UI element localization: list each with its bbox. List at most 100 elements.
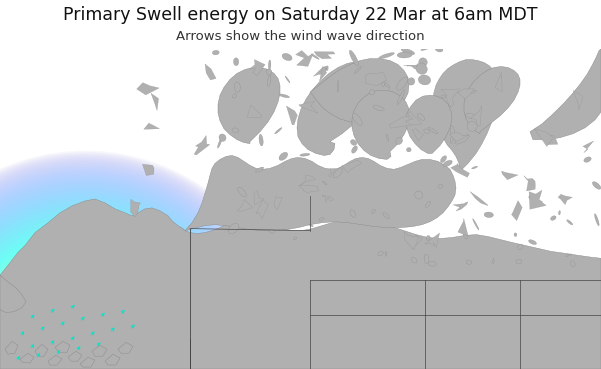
Ellipse shape <box>418 75 431 85</box>
Ellipse shape <box>416 63 427 74</box>
Ellipse shape <box>429 261 436 266</box>
Polygon shape <box>406 95 452 154</box>
Polygon shape <box>286 106 297 125</box>
Polygon shape <box>297 62 384 155</box>
Polygon shape <box>0 199 601 369</box>
Ellipse shape <box>411 257 417 263</box>
Polygon shape <box>92 345 107 356</box>
Ellipse shape <box>441 156 447 163</box>
Ellipse shape <box>311 54 319 59</box>
Polygon shape <box>313 66 328 76</box>
Polygon shape <box>412 129 424 141</box>
Ellipse shape <box>397 77 407 90</box>
Polygon shape <box>322 195 334 202</box>
Ellipse shape <box>337 80 338 92</box>
Polygon shape <box>218 68 280 144</box>
Ellipse shape <box>353 114 362 125</box>
Ellipse shape <box>267 75 271 86</box>
Ellipse shape <box>514 233 517 237</box>
Polygon shape <box>151 93 159 110</box>
Polygon shape <box>247 105 262 117</box>
Ellipse shape <box>441 95 446 98</box>
Text: Primary Swell energy on Saturday 22 Mar at 6am MDT: Primary Swell energy on Saturday 22 Mar … <box>63 6 538 24</box>
Polygon shape <box>389 116 411 128</box>
Ellipse shape <box>293 237 297 240</box>
Ellipse shape <box>438 184 442 188</box>
Polygon shape <box>105 354 120 365</box>
Polygon shape <box>404 232 418 250</box>
Ellipse shape <box>551 216 556 220</box>
Ellipse shape <box>373 106 384 111</box>
Ellipse shape <box>319 217 324 221</box>
Ellipse shape <box>350 210 356 217</box>
Polygon shape <box>320 66 327 81</box>
Ellipse shape <box>435 46 443 52</box>
Ellipse shape <box>232 128 239 132</box>
Ellipse shape <box>349 50 359 66</box>
Ellipse shape <box>397 52 412 58</box>
Polygon shape <box>237 200 253 211</box>
Polygon shape <box>502 171 518 180</box>
Ellipse shape <box>285 76 290 83</box>
Polygon shape <box>205 64 216 80</box>
Ellipse shape <box>300 154 310 156</box>
Polygon shape <box>20 353 34 363</box>
Ellipse shape <box>255 113 258 115</box>
Ellipse shape <box>396 137 403 145</box>
Ellipse shape <box>516 259 522 264</box>
Polygon shape <box>471 106 481 126</box>
Polygon shape <box>310 59 409 123</box>
Polygon shape <box>144 123 159 129</box>
Ellipse shape <box>406 148 411 152</box>
Polygon shape <box>274 197 282 210</box>
Ellipse shape <box>455 135 469 144</box>
Polygon shape <box>523 176 535 191</box>
Polygon shape <box>573 90 582 110</box>
Ellipse shape <box>401 48 415 55</box>
Polygon shape <box>534 129 554 146</box>
Ellipse shape <box>528 240 537 245</box>
Polygon shape <box>130 199 141 217</box>
Polygon shape <box>296 51 313 66</box>
Ellipse shape <box>450 125 454 137</box>
Ellipse shape <box>269 230 275 233</box>
Ellipse shape <box>212 50 219 55</box>
Ellipse shape <box>426 235 430 240</box>
Ellipse shape <box>417 114 425 120</box>
Polygon shape <box>425 233 440 248</box>
Ellipse shape <box>466 113 475 118</box>
Polygon shape <box>249 59 265 76</box>
Ellipse shape <box>228 223 239 234</box>
Ellipse shape <box>323 181 327 185</box>
Ellipse shape <box>219 134 226 141</box>
Ellipse shape <box>383 213 389 219</box>
Polygon shape <box>530 49 601 139</box>
Ellipse shape <box>567 220 573 225</box>
Ellipse shape <box>517 244 523 249</box>
Ellipse shape <box>355 66 361 74</box>
Ellipse shape <box>462 90 477 95</box>
Ellipse shape <box>584 157 591 162</box>
Polygon shape <box>457 88 474 99</box>
Ellipse shape <box>352 146 358 153</box>
Polygon shape <box>254 190 264 205</box>
Ellipse shape <box>234 82 240 92</box>
Ellipse shape <box>259 134 263 146</box>
Ellipse shape <box>408 78 415 85</box>
Ellipse shape <box>382 82 385 87</box>
Polygon shape <box>433 59 499 171</box>
Ellipse shape <box>397 90 404 104</box>
Polygon shape <box>68 351 82 361</box>
Polygon shape <box>405 112 422 125</box>
Polygon shape <box>300 175 316 186</box>
Polygon shape <box>583 141 594 153</box>
Ellipse shape <box>372 209 376 213</box>
Polygon shape <box>0 275 26 313</box>
Ellipse shape <box>424 254 429 264</box>
Polygon shape <box>450 132 469 142</box>
Polygon shape <box>299 101 318 113</box>
Ellipse shape <box>484 212 493 218</box>
Polygon shape <box>48 355 62 365</box>
Ellipse shape <box>426 201 430 207</box>
Ellipse shape <box>383 81 390 88</box>
